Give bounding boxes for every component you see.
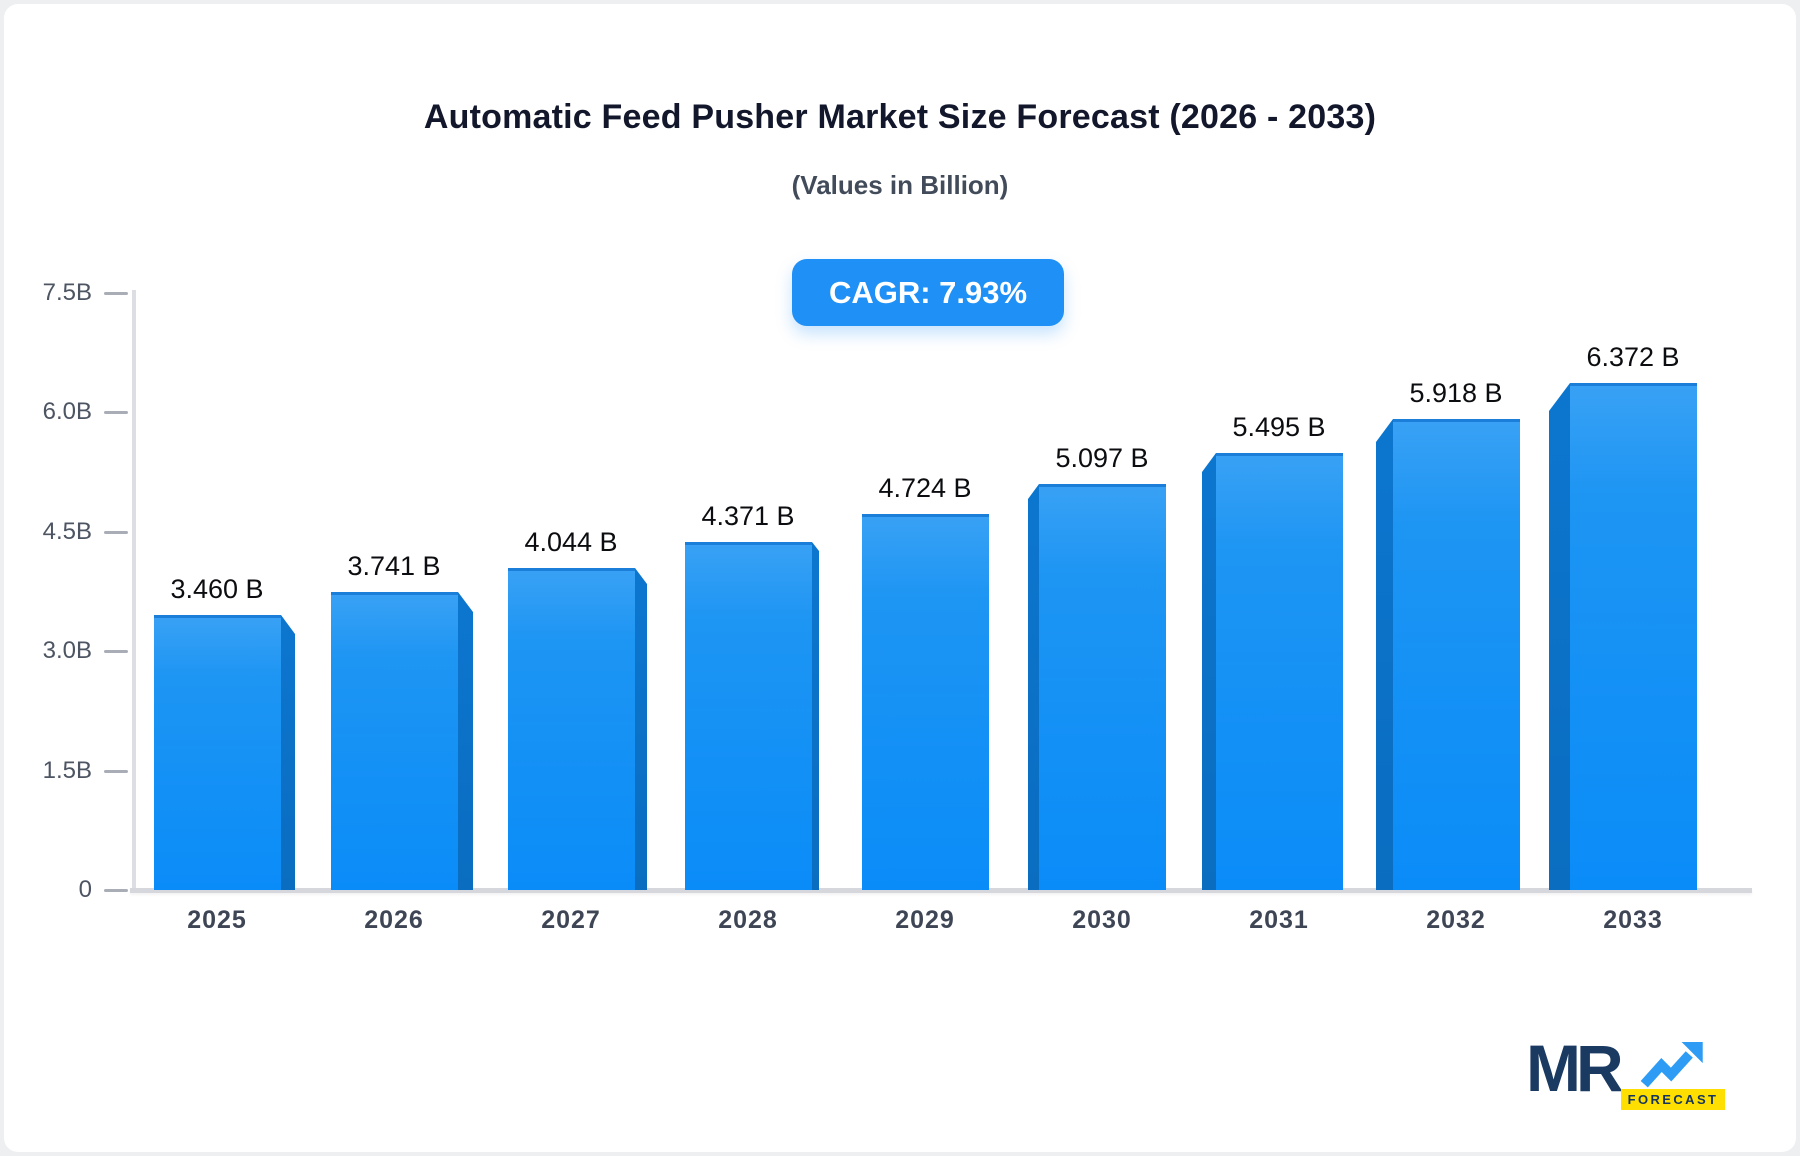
bar-side-face — [281, 615, 295, 890]
bar-side-face — [635, 568, 647, 890]
y-axis-tick-label: 3.0B — [42, 637, 92, 665]
chart-subtitle: (Values in Billion) — [791, 170, 1009, 200]
y-axis-tick-mark — [104, 292, 128, 295]
bar-side-face — [812, 542, 819, 890]
y-axis-tick-label: 4.5B — [42, 517, 92, 545]
y-axis-tick-label: 6.0B — [42, 398, 92, 426]
x-axis-label: 2033 — [1603, 906, 1663, 934]
x-axis-label: 2030 — [1072, 906, 1132, 934]
chart-card: Automatic Feed Pusher Market Size Foreca… — [4, 4, 1796, 1152]
x-axis-label: 2028 — [718, 906, 778, 934]
bar-side-face — [458, 592, 473, 890]
bar-value-label: 5.097 B — [1055, 443, 1149, 473]
bar-2026 — [331, 592, 458, 890]
bar-side-face — [1028, 484, 1039, 890]
y-axis-tick-label: 0 — [78, 876, 92, 903]
y-axis-tick-mark — [104, 411, 128, 415]
bar-2032 — [1393, 419, 1520, 890]
bar-side-face — [1549, 383, 1570, 890]
bar-2028 — [685, 542, 812, 890]
x-axis-label: 2026 — [364, 906, 424, 934]
x-axis-label: 2027 — [541, 906, 601, 934]
x-axis-label: 2025 — [187, 906, 247, 934]
x-axis-label: 2032 — [1426, 906, 1486, 934]
cagr-badge: CAGR: 7.93% — [792, 259, 1064, 326]
bar-value-label: 4.371 B — [701, 501, 795, 531]
brand-logo: MR FORECAST — [1526, 1031, 1726, 1110]
bar-value-label: 5.495 B — [1232, 412, 1326, 442]
x-axis-label: 2031 — [1249, 906, 1309, 934]
bar-2029 — [862, 514, 989, 890]
bar-2027 — [508, 568, 635, 890]
y-axis-tick-label: 1.5B — [42, 756, 92, 784]
y-axis-tick-mark — [104, 889, 128, 892]
bar-value-label: 3.460 B — [170, 574, 264, 604]
growth-arrow-icon — [1640, 1042, 1703, 1088]
bar-value-label: 4.724 B — [878, 473, 972, 503]
bar-side-face — [1202, 453, 1216, 890]
cagr-badge-label: CAGR: 7.93% — [828, 274, 1028, 310]
bar-value-label: 4.044 B — [524, 527, 618, 557]
bar-value-label: 5.918 B — [1409, 378, 1503, 408]
y-axis-tick-mark — [104, 530, 128, 534]
logo-right-block: FORECAST — [1620, 1042, 1726, 1110]
bar-2031 — [1216, 453, 1343, 890]
y-axis-tick-mark — [104, 650, 128, 654]
bar-2030 — [1039, 484, 1166, 890]
y-axis-line — [132, 290, 136, 892]
y-axis-tick-label: 7.5B — [42, 279, 92, 306]
logo-brand-text: MR — [1526, 1031, 1624, 1105]
bar-side-face — [1376, 419, 1393, 890]
x-axis-line — [130, 888, 1752, 893]
bar-value-label: 6.372 B — [1586, 342, 1680, 372]
chart-title: Automatic Feed Pusher Market Size Foreca… — [423, 98, 1377, 136]
bar-value-label: 3.741 B — [347, 551, 441, 581]
logo-forecast-label: FORECAST — [1620, 1089, 1726, 1110]
y-axis-tick-mark — [104, 769, 128, 773]
x-axis-label: 2029 — [895, 906, 955, 934]
bar-2033 — [1570, 383, 1697, 890]
bar-2025 — [154, 615, 281, 890]
